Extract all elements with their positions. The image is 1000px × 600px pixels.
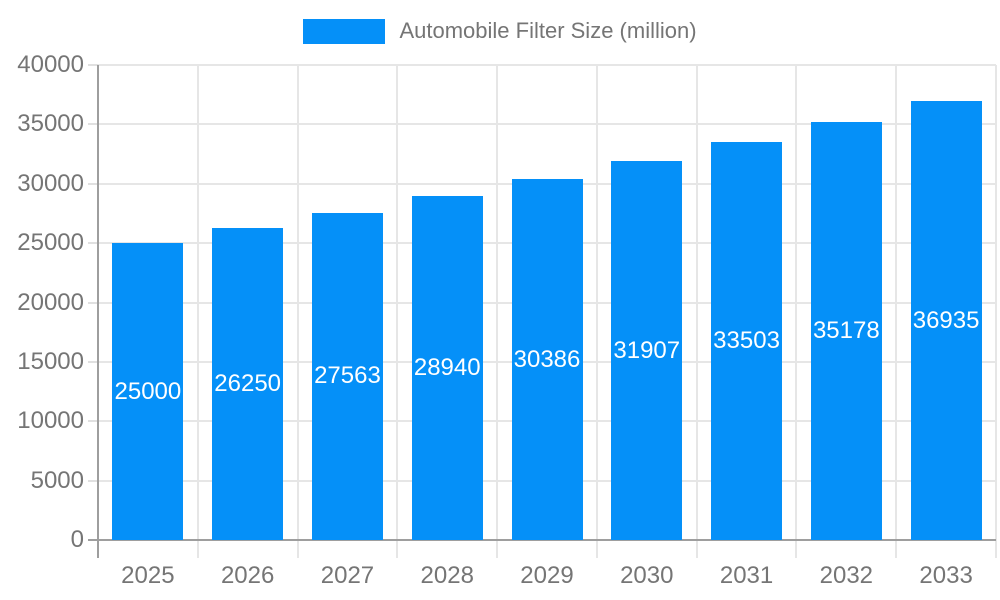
bar-value-label: 26250 [214,370,282,398]
x-gridline [296,65,299,558]
x-axis-label: 2026 [220,562,275,589]
y-axis-tick [88,420,98,423]
x-axis-label: 2028 [420,562,474,589]
y-axis-tick [88,123,98,126]
x-axis-label: 2027 [320,562,375,589]
bar-value-label: 30386 [513,345,581,373]
bar[interactable] [212,228,283,540]
bar[interactable] [412,196,483,540]
bar[interactable] [512,179,583,540]
y-axis-label: 40000 [17,51,84,78]
bar[interactable] [711,142,782,540]
bar-value-label: 33503 [713,327,780,355]
bar-value-label: 36935 [912,306,980,334]
y-axis-tick [88,64,98,66]
y-axis-tick [88,182,98,185]
x-gridline [995,65,997,558]
bar[interactable] [312,212,383,540]
y-axis-label: 5000 [30,466,84,494]
bar[interactable] [611,161,682,540]
x-gridline [895,65,898,558]
bar-value-label: 35178 [812,317,880,345]
legend-swatch [303,18,386,44]
y-axis-label: 15000 [17,347,84,375]
bar-value-label: 31907 [613,336,681,364]
y-axis-label: 30000 [17,169,84,197]
x-axis-label: 2025 [121,562,175,589]
x-gridline [496,65,499,558]
x-axis-label: 2029 [520,562,574,589]
y-axis-tick [88,242,98,245]
x-axis-label: 2031 [719,562,774,589]
y-axis-tick [88,479,98,482]
chart-legend[interactable]: Automobile Filter Size (million) [0,18,1000,44]
x-gridline [595,65,598,558]
y-gridline [98,123,996,126]
y-axis-tick [88,360,98,363]
bar-value-label: 28940 [413,354,481,382]
x-gridline [196,65,199,558]
bar-value-label: 25000 [114,377,182,405]
x-axis-baseline [88,539,996,541]
y-axis-line [97,65,99,558]
x-gridline [396,65,399,558]
x-axis-label: 2033 [919,562,973,589]
y-gridline [98,64,996,66]
x-gridline [795,65,798,558]
bar-value-label: 27563 [314,362,381,390]
y-axis-label: 25000 [17,229,84,257]
y-axis-label: 20000 [17,288,84,316]
bar[interactable] [911,101,982,540]
y-axis-label: 0 [70,526,84,553]
y-axis-tick [88,301,98,304]
x-axis-label: 2030 [620,562,674,589]
y-axis-label: 35000 [17,110,84,138]
x-gridline [695,65,698,558]
x-axis-label: 2032 [819,562,874,589]
y-axis-label: 10000 [17,407,84,435]
legend-label: Automobile Filter Size (million) [399,18,697,43]
bar[interactable] [811,122,882,540]
bar[interactable] [112,243,183,540]
